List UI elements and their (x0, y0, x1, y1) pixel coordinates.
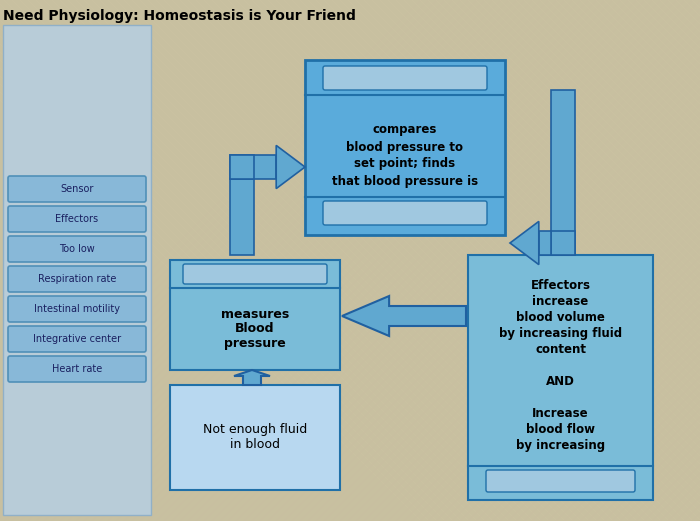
Text: Not enough fluid
in blood: Not enough fluid in blood (203, 424, 307, 452)
FancyBboxPatch shape (8, 296, 146, 322)
Polygon shape (342, 296, 466, 336)
FancyBboxPatch shape (8, 236, 146, 262)
FancyBboxPatch shape (323, 66, 487, 90)
Text: Intestinal motility: Intestinal motility (34, 304, 120, 314)
Polygon shape (276, 145, 305, 189)
Polygon shape (510, 221, 539, 265)
FancyBboxPatch shape (8, 176, 146, 202)
FancyBboxPatch shape (8, 356, 146, 382)
Text: Sensor: Sensor (60, 184, 94, 194)
FancyBboxPatch shape (486, 470, 635, 492)
Text: Effectors: Effectors (55, 214, 99, 224)
FancyBboxPatch shape (230, 155, 254, 179)
Polygon shape (234, 370, 270, 385)
FancyBboxPatch shape (230, 155, 276, 179)
FancyBboxPatch shape (539, 231, 551, 255)
FancyBboxPatch shape (323, 201, 487, 225)
Text: compares
blood pressure to
set point; finds
that blood pressure is: compares blood pressure to set point; fi… (332, 123, 478, 188)
FancyBboxPatch shape (230, 179, 254, 255)
FancyBboxPatch shape (170, 385, 340, 490)
FancyBboxPatch shape (8, 326, 146, 352)
Text: Need Physiology: Homeostasis is Your Friend: Need Physiology: Homeostasis is Your Fri… (3, 9, 356, 23)
FancyBboxPatch shape (170, 260, 340, 370)
Text: Integrative center: Integrative center (33, 334, 121, 344)
Text: Heart rate: Heart rate (52, 364, 102, 374)
FancyBboxPatch shape (551, 231, 575, 255)
Text: Effectors
increase
blood volume
by increasing fluid
content

AND

Increase
blood: Effectors increase blood volume by incre… (499, 279, 622, 452)
Text: Respiration rate: Respiration rate (38, 274, 116, 284)
Text: Too low: Too low (59, 244, 95, 254)
FancyBboxPatch shape (8, 266, 146, 292)
Text: measures
Blood
pressure: measures Blood pressure (221, 307, 289, 351)
FancyBboxPatch shape (8, 206, 146, 232)
FancyBboxPatch shape (3, 25, 151, 515)
FancyBboxPatch shape (468, 255, 653, 500)
FancyBboxPatch shape (183, 264, 327, 284)
FancyBboxPatch shape (551, 90, 575, 255)
FancyBboxPatch shape (305, 60, 505, 235)
